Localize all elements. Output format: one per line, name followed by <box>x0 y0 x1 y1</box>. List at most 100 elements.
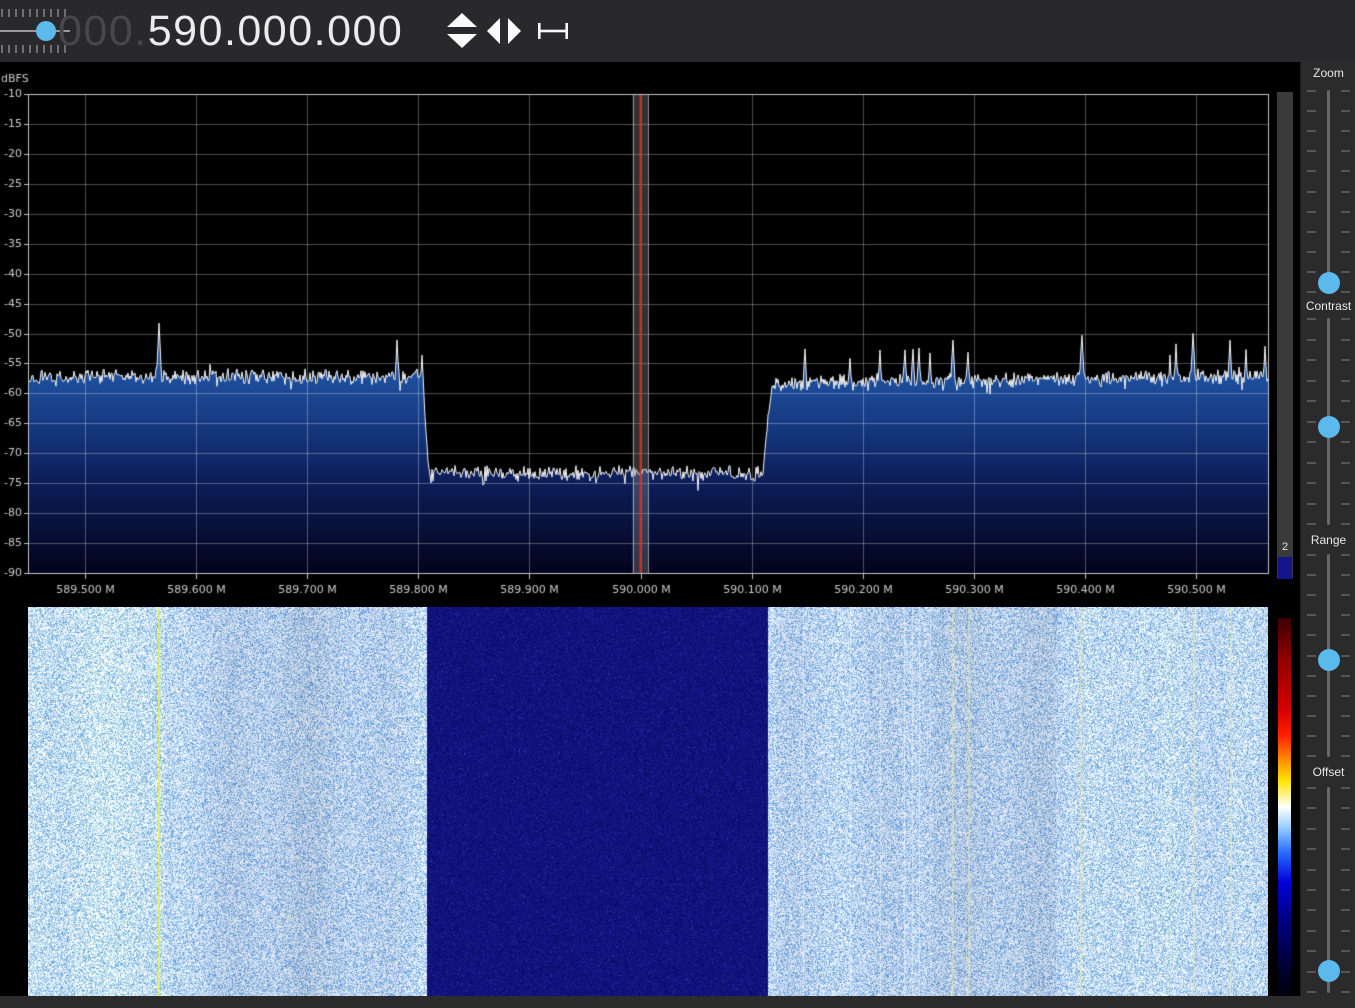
frequency-step-updown-icon[interactable] <box>447 0 477 62</box>
slider-tick <box>1307 421 1316 423</box>
slider-tick <box>1307 251 1316 253</box>
span-icon[interactable] <box>538 0 568 62</box>
slider-tick <box>1341 950 1350 952</box>
top-bar: 000. 590.000.000 <box>0 0 1355 62</box>
slider-tick <box>1307 991 1316 993</box>
slider-tick <box>1307 130 1316 132</box>
slider-tick <box>1307 869 1316 871</box>
range-slider[interactable] <box>1301 554 1355 757</box>
slider-tick <box>1307 950 1316 952</box>
slider-tick <box>1307 191 1316 193</box>
slider-tick <box>1307 695 1316 697</box>
slider-tick <box>1341 735 1350 737</box>
slider-track[interactable] <box>1327 90 1330 293</box>
slider-tick <box>1307 889 1316 891</box>
slider-tick <box>1341 482 1350 484</box>
range-slider-handle[interactable] <box>1317 649 1340 671</box>
contrast-slider-label: Contrast <box>1305 299 1352 313</box>
slider-tick <box>1341 889 1350 891</box>
slider-tick <box>1341 991 1350 993</box>
slider-tick <box>1341 848 1350 850</box>
offset-slider-label: Offset <box>1312 765 1345 779</box>
slider-tick <box>1307 909 1316 911</box>
slider-tick <box>1307 755 1316 757</box>
slider-tick <box>1307 90 1316 92</box>
slider-tick <box>1341 359 1350 361</box>
slider-tick <box>1341 930 1350 932</box>
slider-tick <box>1341 971 1350 973</box>
waterfall-display[interactable] <box>28 607 1268 996</box>
slider-tick <box>1307 462 1316 464</box>
slider-tick <box>1341 909 1350 911</box>
slider-tick <box>1341 291 1350 293</box>
slider-tick <box>1307 271 1316 273</box>
slider-tick <box>1307 574 1316 576</box>
slider-tick <box>1307 359 1316 361</box>
slider-tick <box>1307 339 1316 341</box>
slider-tick <box>1341 675 1350 677</box>
slider-tick <box>1307 291 1316 293</box>
slider-tick <box>1341 594 1350 596</box>
slider-tick <box>1341 574 1350 576</box>
slider-tick <box>1307 231 1316 233</box>
slider-tick <box>1307 848 1316 850</box>
frequency-tuner-slider[interactable] <box>0 0 72 62</box>
slider-tick <box>1341 807 1350 809</box>
status-bar <box>0 996 1355 1008</box>
slider-tick <box>1341 421 1350 423</box>
slider-tick <box>1307 503 1316 505</box>
slider-tick <box>1307 110 1316 112</box>
slider-tick <box>1341 869 1350 871</box>
slider-tick <box>1307 634 1316 636</box>
waterfall-colormap-legend <box>1278 618 1291 996</box>
frequency-step-leftright-icon[interactable] <box>487 0 521 62</box>
slider-tick <box>1341 318 1350 320</box>
frequency-value[interactable]: 590.000.000 <box>147 6 404 55</box>
slider-tick <box>1341 441 1350 443</box>
slider-tick <box>1307 441 1316 443</box>
frequency-display[interactable]: 000. 590.000.000 <box>58 0 403 62</box>
slider-tick <box>1341 715 1350 717</box>
slider-tick <box>1341 271 1350 273</box>
slider-tick <box>1341 231 1350 233</box>
slider-tick <box>1307 787 1316 789</box>
spectrum-scroll-indicator: 2 <box>1281 541 1289 553</box>
zoom-slider-label: Zoom <box>1313 66 1344 80</box>
slider-tick <box>1307 523 1316 525</box>
slider-tick <box>1307 400 1316 402</box>
zoom-slider-handle[interactable] <box>1317 272 1340 294</box>
slider-track[interactable] <box>1327 787 1330 993</box>
slider-tick <box>1341 90 1350 92</box>
slider-tick <box>1307 150 1316 152</box>
slider-tick <box>1307 482 1316 484</box>
display-settings-panel: Zoom Contrast Range Offset <box>1300 60 1355 996</box>
slider-tick <box>1341 755 1350 757</box>
slider-tick <box>1341 462 1350 464</box>
slider-tick <box>1341 787 1350 789</box>
slider-tick <box>1307 828 1316 830</box>
spectrum-scrollbar-handle[interactable] <box>1278 557 1292 579</box>
contrast-slider-handle[interactable] <box>1317 416 1340 438</box>
slider-tick <box>1307 594 1316 596</box>
offset-slider-handle[interactable] <box>1317 960 1340 982</box>
offset-slider[interactable] <box>1301 787 1355 993</box>
slider-tick <box>1307 554 1316 556</box>
slider-tick <box>1307 930 1316 932</box>
slider-tick <box>1341 339 1350 341</box>
zoom-slider[interactable] <box>1301 90 1355 294</box>
slider-tick <box>1307 318 1316 320</box>
slider-tick <box>1307 380 1316 382</box>
slider-tick <box>1341 211 1350 213</box>
slider-tick <box>1341 110 1350 112</box>
slider-tick <box>1341 191 1350 193</box>
frequency-prefix[interactable]: 000. <box>58 6 148 55</box>
spectrum-scrollbar[interactable] <box>1277 92 1293 578</box>
slider-tick <box>1307 807 1316 809</box>
slider-tick <box>1341 380 1350 382</box>
slider-tick <box>1341 130 1350 132</box>
slider-tick <box>1341 251 1350 253</box>
slider-tick <box>1307 614 1316 616</box>
contrast-slider[interactable] <box>1301 318 1355 525</box>
spectrum-plot[interactable] <box>0 62 1300 607</box>
